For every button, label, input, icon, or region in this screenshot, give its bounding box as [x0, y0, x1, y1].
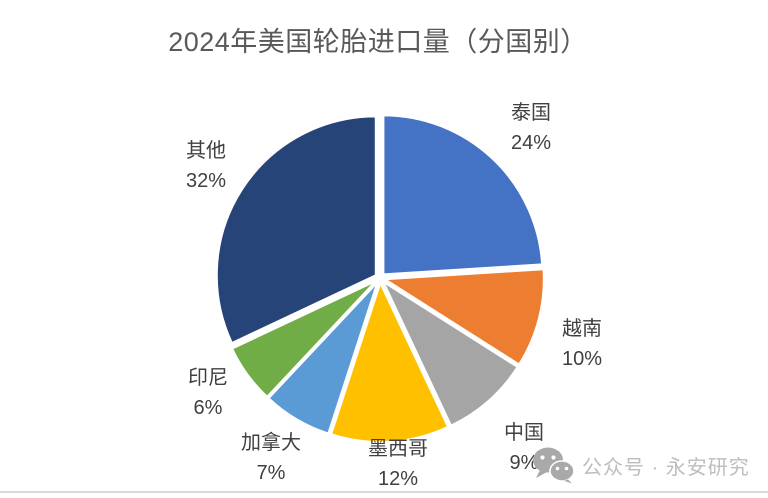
pie-slice-canada [267, 281, 379, 435]
pie-slice-mexico [330, 281, 450, 443]
pie-label-name: 中国 [504, 422, 544, 444]
chart-title: 2024年美国轮胎进口量（分国别） [168, 27, 588, 57]
pie-label-percent: 10% [561, 348, 603, 370]
watermark: 公众号 · 永安研究 [531, 446, 750, 484]
pie-label-percent: 32% [185, 170, 227, 192]
pie-label-percent: 7% [256, 462, 286, 484]
pie-label-percent: 6% [193, 397, 223, 419]
pie-label-vietnam: 越南 10% [562, 314, 602, 374]
pie-label-canada: 加拿大 7% [241, 428, 301, 488]
pie-label-name: 墨西哥 [368, 438, 428, 460]
pie-label-name: 加拿大 [241, 432, 301, 454]
watermark-text: 公众号 · 永安研究 [582, 456, 750, 479]
pie-slice-thailand [382, 114, 544, 276]
pie-label-name: 越南 [562, 318, 602, 340]
pie-label-percent: 24% [510, 132, 552, 154]
pie-slice-others [215, 115, 377, 345]
pie-slice-indonesia [231, 279, 377, 398]
bottom-divider [0, 491, 768, 493]
pie-label-mexico: 墨西哥 12% [368, 434, 428, 494]
pie-label-name: 印尼 [188, 367, 228, 389]
pie-label-others: 其他 32% [186, 136, 226, 196]
pie-label-percent: 12% [377, 468, 419, 490]
pie-label-name: 其他 [186, 140, 226, 162]
pie-slice-china [382, 280, 519, 427]
pie-label-name: 泰国 [511, 102, 551, 124]
pie-slice-vietnam [383, 268, 545, 366]
pie-label-china: 中国 9% [504, 418, 544, 478]
wechat-icon [533, 447, 575, 484]
pie-label-percent: 9% [509, 452, 539, 474]
pie-label-indonesia: 印尼 6% [188, 363, 228, 423]
pie-label-thailand: 泰国 24% [511, 98, 551, 158]
